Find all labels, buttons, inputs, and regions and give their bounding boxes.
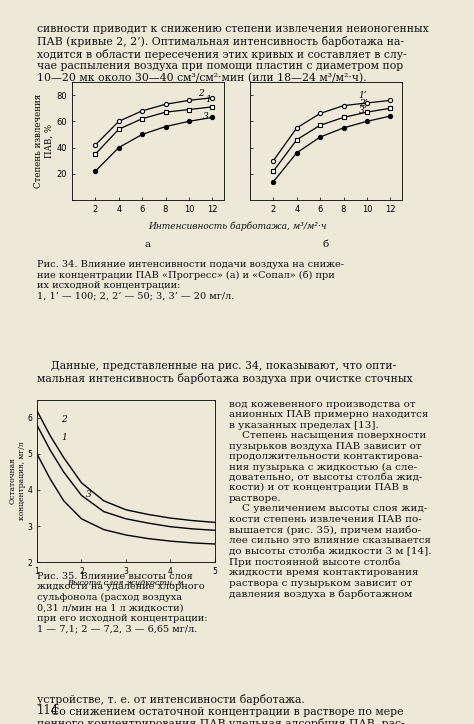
X-axis label: Высота слоя жидкости, м: Высота слоя жидкости, м [68,578,184,586]
Text: сивности приводит к снижению степени извлечения неионогенных
ПАВ (кривые 2, 2’).: сивности приводит к снижению степени изв… [37,24,429,83]
Text: вод кожевенного производства от
анионных ПАВ примерно находится
в указанных пред: вод кожевенного производства от анионных… [229,400,431,599]
Text: 114: 114 [37,704,59,717]
Text: Интенсивность барботажа, м³/м²·ч: Интенсивность барботажа, м³/м²·ч [148,222,326,232]
Y-axis label: Остаточная
концентрация, мг/л: Остаточная концентрация, мг/л [9,442,26,521]
Text: Данные, представленные на рис. 34, показывают, что опти-
мальная интенсивность б: Данные, представленные на рис. 34, показ… [37,361,413,384]
Text: 1: 1 [62,433,67,442]
Text: 1’: 1’ [359,91,367,101]
Text: 2: 2 [198,90,204,98]
Text: 3: 3 [203,111,209,121]
Text: б: б [323,240,329,249]
Text: Рис. 35. Влияние высоты слоя
жидкости на удаление хлорного
сульфонола (расход во: Рис. 35. Влияние высоты слоя жидкости на… [37,572,208,634]
Text: Рис. 34. Влияние интенсивности подачи воздуха на сниже-
ние концентрации ПАВ «Пр: Рис. 34. Влияние интенсивности подачи во… [37,260,344,300]
Text: 2: 2 [62,415,67,424]
Text: устройстве, т. е. от интенсивности барботажа.
    Со снижением остаточной концен: устройстве, т. е. от интенсивности барбо… [37,694,409,724]
Y-axis label: Степень извлечения
ПАВ, %: Степень извлечения ПАВ, % [34,94,54,188]
Text: 3: 3 [86,490,91,500]
Text: 3’: 3’ [359,106,367,115]
Text: 2’: 2’ [359,98,367,108]
Text: 1: 1 [205,96,211,104]
Text: а: а [145,240,151,249]
